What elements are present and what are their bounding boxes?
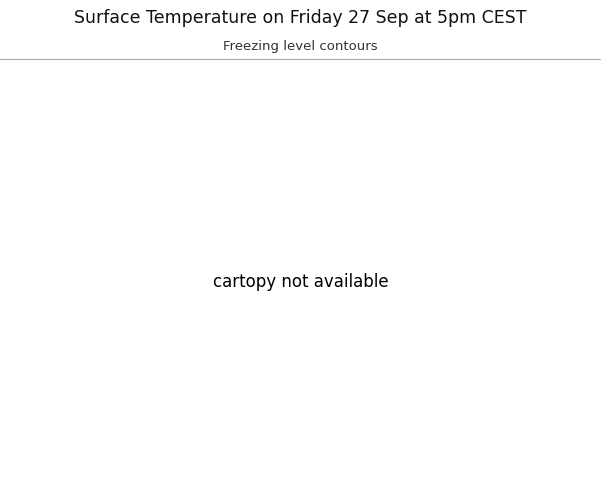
Text: Freezing level contours: Freezing level contours <box>223 40 378 53</box>
Text: Surface Temperature on Friday 27 Sep at 5pm CEST: Surface Temperature on Friday 27 Sep at … <box>75 9 526 27</box>
Text: cartopy not available: cartopy not available <box>213 273 388 291</box>
